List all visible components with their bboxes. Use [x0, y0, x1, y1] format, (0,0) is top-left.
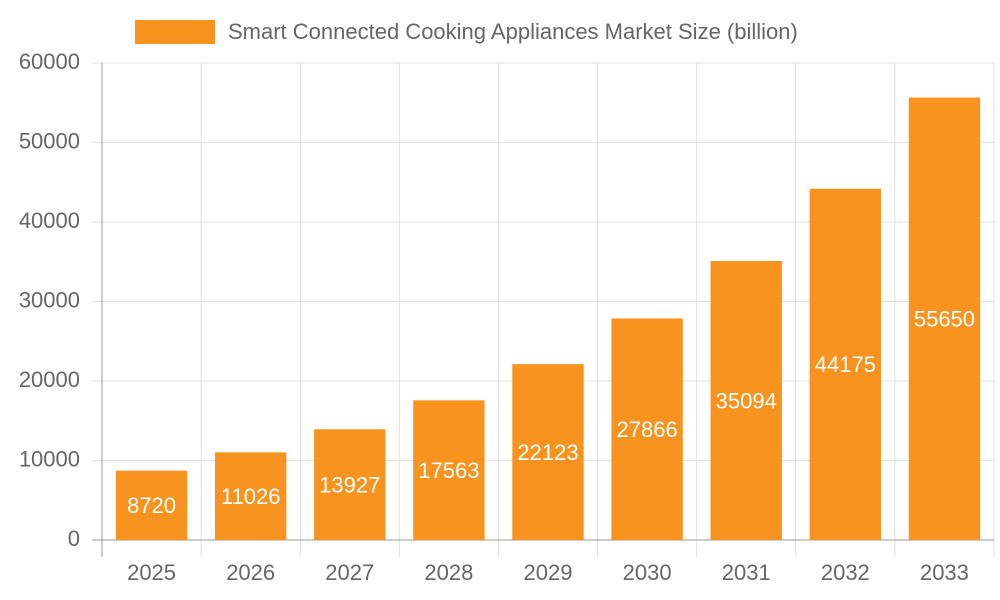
bar	[512, 364, 584, 540]
bar	[908, 97, 981, 541]
value-label: 11026	[221, 484, 281, 509]
x-tick-label: 2028	[424, 560, 473, 585]
bar	[314, 429, 386, 540]
x-tick-label: 2025	[127, 560, 176, 585]
y-tick-label: 20000	[19, 367, 80, 392]
y-tick-label: 50000	[19, 128, 80, 153]
y-tick-label: 10000	[19, 446, 80, 471]
value-label: 44175	[815, 352, 876, 377]
y-tick-label: 60000	[19, 49, 80, 74]
x-tick-label: 2033	[920, 560, 969, 585]
x-tick-label: 2026	[226, 560, 275, 585]
legend-label[interactable]: Smart Connected Cooking Appliances Marke…	[228, 19, 798, 44]
y-tick-label: 0	[68, 526, 80, 551]
x-tick-label: 2027	[325, 560, 374, 585]
x-tick-label: 2031	[722, 560, 771, 585]
value-label: 55650	[914, 307, 975, 332]
value-label: 27866	[617, 417, 678, 442]
x-tick-label: 2029	[524, 560, 573, 585]
x-tick-label: 2030	[623, 560, 672, 585]
bar	[809, 188, 882, 540]
value-label: 22123	[517, 440, 578, 465]
y-tick-label: 40000	[19, 208, 80, 233]
y-tick-label: 30000	[19, 287, 80, 312]
value-label: 8720	[127, 493, 176, 518]
value-label: 17563	[418, 458, 479, 483]
bar	[115, 470, 188, 540]
bar	[710, 261, 782, 540]
x-tick-label: 2032	[821, 560, 870, 585]
value-label: 13927	[319, 472, 380, 497]
bar	[214, 452, 287, 540]
bar	[611, 318, 683, 540]
value-label: 35094	[716, 388, 777, 413]
bar	[413, 400, 485, 540]
legend-swatch[interactable]	[135, 20, 215, 44]
